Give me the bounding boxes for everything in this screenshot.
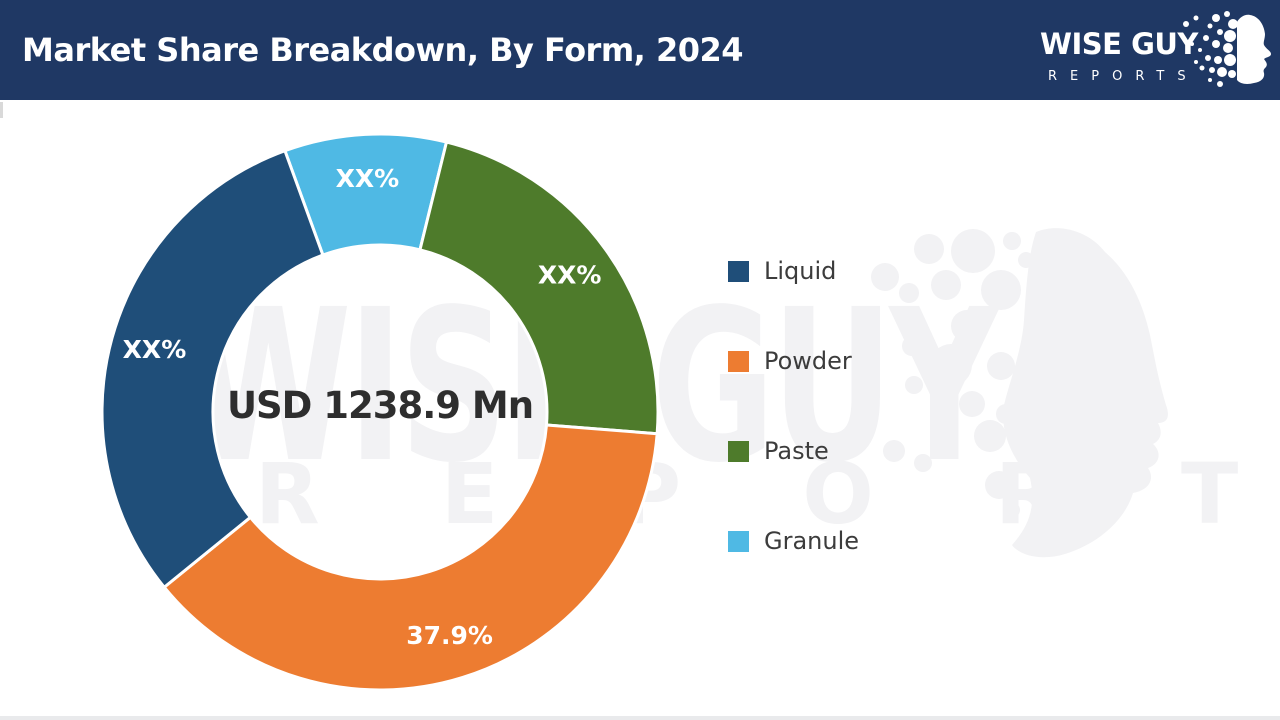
legend-item-powder: Powder [728,340,859,382]
legend-item-liquid: Liquid [728,250,859,292]
legend-swatch-liquid [728,260,749,282]
legend-swatch-granule [728,530,749,552]
brand-logo: WISE GUY REPORTS [1040,11,1271,87]
brand-name-text: WISE GUY [1040,27,1199,61]
header: Market Share Breakdown, By Form, 2024 WI… [0,0,1280,100]
donut-slice-liquid [100,149,325,589]
legend-label-paste: Paste [764,437,829,465]
legend-label-liquid: Liquid [764,257,837,285]
legend-swatch-paste [728,440,749,462]
legend-label-powder: Powder [764,347,852,375]
donut-slice-powder [162,423,659,692]
page-title: Market Share Breakdown, By Form, 2024 [22,31,744,69]
legend: Liquid Powder Paste Granule [728,250,859,562]
brand-face-icon [1183,11,1271,87]
slice-label-powder: 37.9% [406,621,493,650]
legend-item-paste: Paste [728,430,859,472]
donut-slice-paste [418,140,660,436]
bottom-divider [0,716,1280,720]
brand-dots [1183,11,1238,87]
slice-label-paste: XX% [538,260,602,289]
brand-subtitle-text: REPORTS [1048,69,1199,84]
left-edge-mark [0,102,3,118]
slice-label-granule: XX% [336,164,400,193]
slice-label-liquid: XX% [123,335,187,364]
legend-item-granule: Granule [728,520,859,562]
legend-label-granule: Granule [764,527,860,555]
legend-swatch-powder [728,350,749,372]
donut-center-value: USD 1238.9 Mn [226,384,534,427]
